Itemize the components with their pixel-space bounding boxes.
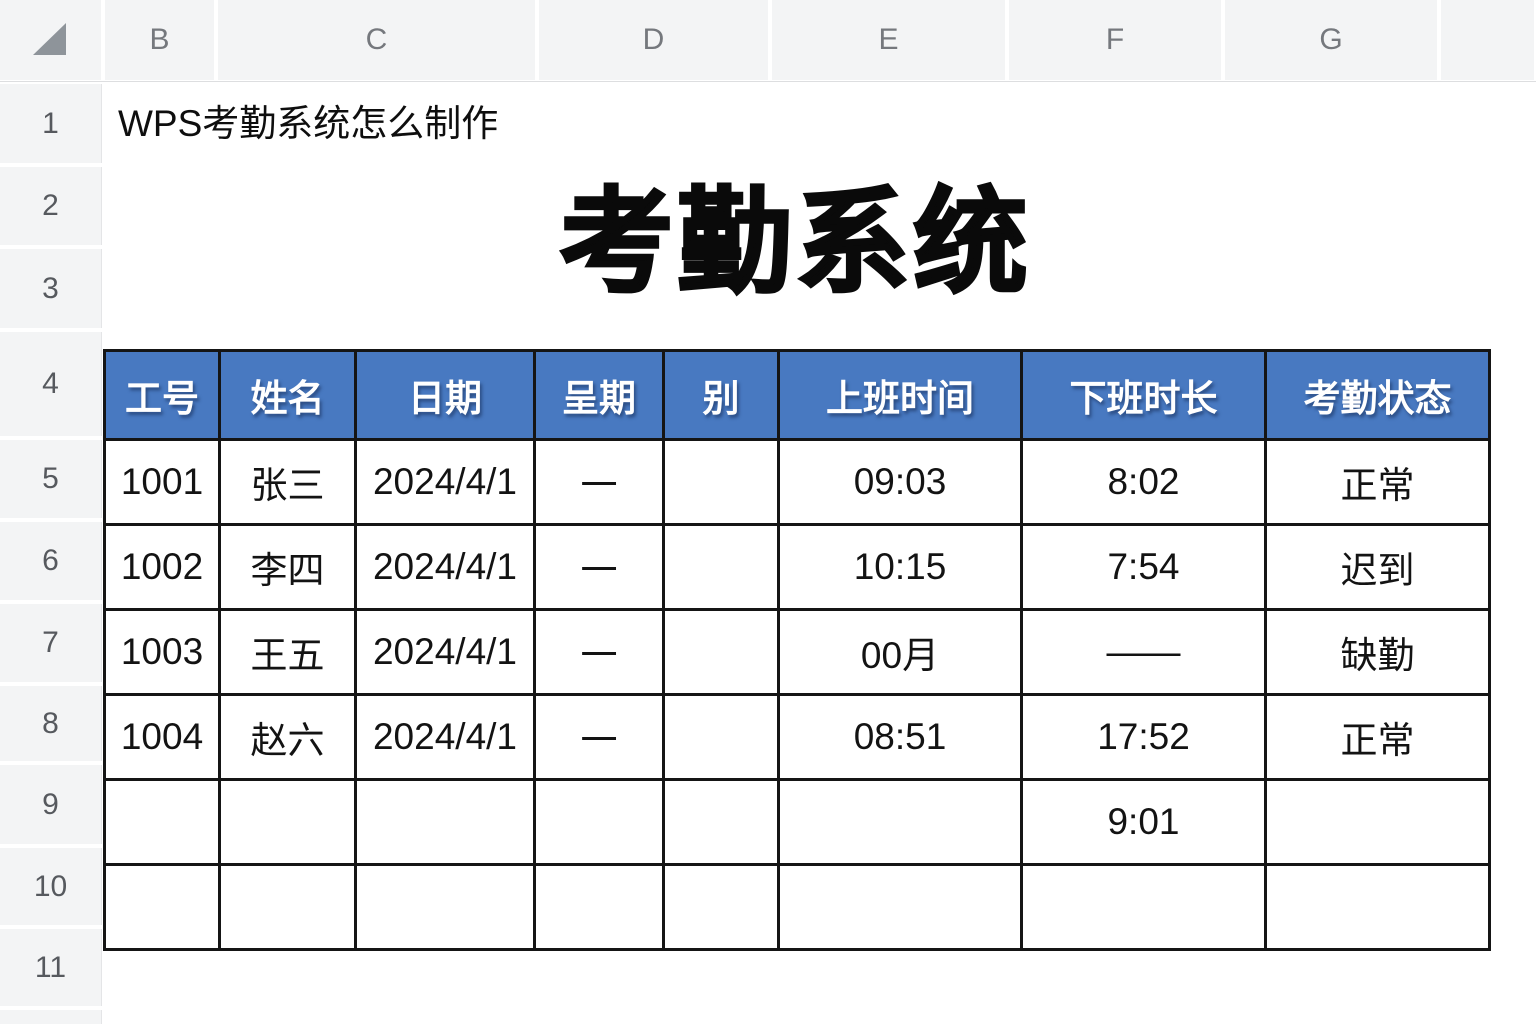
- table-cell[interactable]: [662, 778, 780, 866]
- row-header-11[interactable]: 11: [0, 929, 102, 1006]
- table-cell[interactable]: 1001: [103, 438, 221, 526]
- row-header-9[interactable]: 9: [0, 765, 102, 844]
- column-header-F[interactable]: F: [1009, 0, 1221, 80]
- cell-b1-text[interactable]: WPS考勤系统怎么制作: [118, 103, 499, 144]
- table-cell[interactable]: [533, 863, 665, 951]
- table-cell[interactable]: [1264, 863, 1491, 951]
- table-cell[interactable]: [777, 863, 1023, 951]
- table-cell[interactable]: 09:03: [777, 438, 1023, 526]
- table-cell[interactable]: 00月: [777, 608, 1023, 696]
- table-header-cell[interactable]: 姓名: [218, 349, 357, 441]
- table-cell[interactable]: 一: [533, 608, 665, 696]
- table-row: 1001 张三 2024/4/1 一 09:03 8:02 正常: [103, 438, 1491, 526]
- table-cell[interactable]: 10:15: [777, 523, 1023, 611]
- table-cell[interactable]: 2024/4/1: [354, 438, 536, 526]
- row-header-2[interactable]: 2: [0, 167, 102, 245]
- table-cell[interactable]: 正常: [1264, 693, 1491, 781]
- header-strip-divider: [0, 81, 1536, 82]
- table-cell[interactable]: 一: [533, 693, 665, 781]
- table-cell[interactable]: 李四: [218, 523, 357, 611]
- row-header-10[interactable]: 10: [0, 848, 102, 925]
- table-cell[interactable]: 1004: [103, 693, 221, 781]
- column-header-E[interactable]: E: [772, 0, 1005, 80]
- select-all-button[interactable]: [0, 0, 101, 80]
- table-cell[interactable]: 一: [533, 523, 665, 611]
- table-cell[interactable]: [1020, 863, 1267, 951]
- table-cell[interactable]: 08:51: [777, 693, 1023, 781]
- table-cell[interactable]: 一: [533, 438, 665, 526]
- table-row: [103, 863, 1491, 951]
- column-header-D[interactable]: D: [539, 0, 768, 80]
- table-cell[interactable]: 迟到: [1264, 523, 1491, 611]
- table-cell[interactable]: 缺勤: [1264, 608, 1491, 696]
- table-cell[interactable]: [103, 863, 221, 951]
- table-cell[interactable]: ——: [1020, 608, 1267, 696]
- row-header-partial[interactable]: [0, 1010, 102, 1024]
- table-cell[interactable]: 赵六: [218, 693, 357, 781]
- table-header-cell[interactable]: 工号: [103, 349, 221, 441]
- row-header-5[interactable]: 5: [0, 440, 102, 518]
- table-cell[interactable]: [662, 863, 780, 951]
- table-cell[interactable]: [354, 778, 536, 866]
- table-cell[interactable]: [354, 863, 536, 951]
- attendance-table: 工号 姓名 日期 呈期别上班时间 下班时长 考勤状态 1001 张三 2024/4/1 一 09:0…: [103, 349, 1491, 951]
- table-cell[interactable]: 王五: [218, 608, 357, 696]
- table-cell[interactable]: 2024/4/1: [354, 608, 536, 696]
- table-cell[interactable]: [218, 778, 357, 866]
- select-all-icon: [33, 23, 66, 55]
- table-cell[interactable]: 9:01: [1020, 778, 1267, 866]
- table-cell[interactable]: [662, 438, 780, 526]
- column-header-partial[interactable]: [1441, 0, 1534, 80]
- table-header-cell[interactable]: 考勤状态: [1264, 349, 1491, 441]
- table-cell[interactable]: 17:52: [1020, 693, 1267, 781]
- table-row: 1004 赵六 2024/4/1 一 08:51 17:52 正常: [103, 693, 1491, 781]
- table-cell[interactable]: 2024/4/1: [354, 523, 536, 611]
- table-row: 1003 王五 2024/4/1 一 00月 —— 缺勤: [103, 608, 1491, 696]
- table-cell[interactable]: [662, 693, 780, 781]
- table-header-row: 工号 姓名 日期 呈期别上班时间 下班时长 考勤状态: [103, 349, 1491, 441]
- table-cell[interactable]: 张三: [218, 438, 357, 526]
- column-header-B[interactable]: B: [105, 0, 214, 80]
- table-cell[interactable]: [662, 608, 780, 696]
- table-cell[interactable]: 7:54: [1020, 523, 1267, 611]
- table-cell[interactable]: 1002: [103, 523, 221, 611]
- row-header-6[interactable]: 6: [0, 522, 102, 600]
- table-cell[interactable]: 8:02: [1020, 438, 1267, 526]
- table-row: 9:01: [103, 778, 1491, 866]
- sheet-title[interactable]: 考勤系统: [558, 179, 1032, 309]
- table-header-cell[interactable]: 别: [662, 349, 780, 441]
- row-header-3[interactable]: 3: [0, 249, 102, 328]
- row-header-7[interactable]: 7: [0, 604, 102, 682]
- table-header-cell[interactable]: 呈期: [533, 349, 665, 441]
- table-cell[interactable]: 1003: [103, 608, 221, 696]
- table-cell[interactable]: [662, 523, 780, 611]
- table-cell[interactable]: [533, 778, 665, 866]
- table-cell[interactable]: 正常: [1264, 438, 1491, 526]
- table-cell[interactable]: [103, 778, 221, 866]
- table-cell[interactable]: [218, 863, 357, 951]
- table-cell[interactable]: 2024/4/1: [354, 693, 536, 781]
- table-row: 1002 李四 2024/4/1 一 10:15 7:54 迟到: [103, 523, 1491, 611]
- table-header-cell[interactable]: 日期: [354, 349, 536, 441]
- row-header-8[interactable]: 8: [0, 686, 102, 761]
- table-header-cell[interactable]: 上班时间: [777, 349, 1023, 441]
- table-cell[interactable]: [1264, 778, 1491, 866]
- column-header-G[interactable]: G: [1225, 0, 1437, 80]
- table-cell[interactable]: [777, 778, 1023, 866]
- row-header-4[interactable]: 4: [0, 332, 102, 436]
- table-header-cell[interactable]: 下班时长: [1020, 349, 1267, 441]
- column-header-C[interactable]: C: [218, 0, 535, 80]
- row-header-1[interactable]: 1: [0, 84, 102, 163]
